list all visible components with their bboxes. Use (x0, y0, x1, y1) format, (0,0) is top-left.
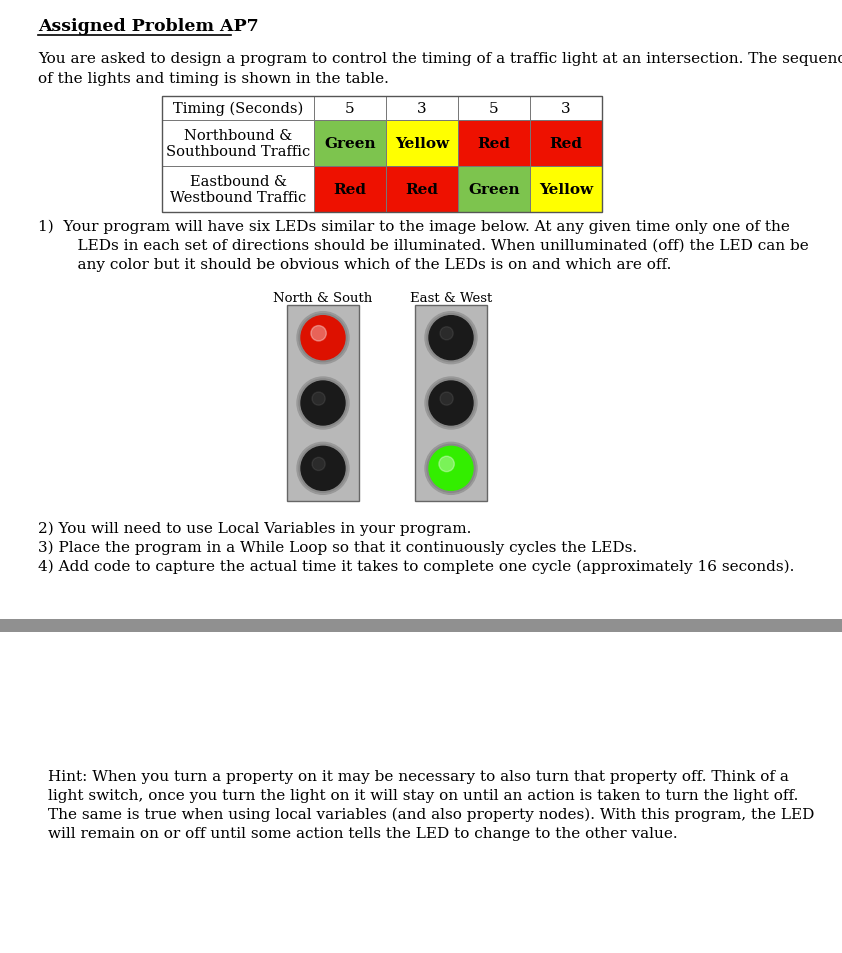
Circle shape (312, 393, 325, 406)
Bar (415, 306, 487, 501)
Text: Northbound &
Southbound Traffic: Northbound & Southbound Traffic (166, 129, 310, 159)
Circle shape (440, 393, 453, 406)
Text: 1)  Your program will have six LEDs similar to the image below. At any given tim: 1) Your program will have six LEDs simil… (38, 220, 790, 234)
Bar (314, 97, 386, 121)
Circle shape (312, 457, 325, 471)
Bar (314, 167, 386, 213)
Text: 4) Add code to capture the actual time it takes to complete one cycle (approxima: 4) Add code to capture the actual time i… (38, 559, 794, 574)
Circle shape (429, 447, 473, 491)
Text: 5: 5 (345, 102, 354, 116)
Bar (386, 167, 458, 213)
Text: Red: Red (477, 137, 510, 151)
Text: The same is true when using local variables (and also property nodes). With this: The same is true when using local variab… (48, 807, 814, 821)
Circle shape (297, 443, 349, 495)
Text: Green: Green (324, 137, 376, 151)
Bar (458, 97, 530, 121)
Circle shape (425, 443, 477, 495)
Text: 5: 5 (489, 102, 498, 116)
Text: 3: 3 (561, 102, 571, 116)
Circle shape (439, 456, 455, 472)
Text: Assigned Problem AP7: Assigned Problem AP7 (38, 18, 258, 35)
Text: of the lights and timing is shown in the table.: of the lights and timing is shown in the… (38, 71, 389, 86)
Text: Timing (Seconds): Timing (Seconds) (173, 102, 303, 116)
Circle shape (429, 316, 473, 360)
Circle shape (427, 445, 475, 493)
Text: East & West: East & West (410, 292, 492, 305)
Circle shape (299, 379, 347, 428)
Text: Green: Green (468, 183, 520, 196)
Text: any color but it should be obvious which of the LEDs is on and which are off.: any color but it should be obvious which… (58, 257, 671, 272)
Circle shape (297, 313, 349, 364)
Bar (530, 97, 602, 121)
Bar (530, 167, 602, 213)
Bar (162, 167, 314, 213)
Bar (386, 97, 458, 121)
Circle shape (297, 377, 349, 430)
Circle shape (301, 381, 345, 426)
Circle shape (299, 314, 347, 362)
Circle shape (299, 445, 347, 493)
Text: Red: Red (333, 183, 366, 196)
Text: 3) Place the program in a While Loop so that it continuously cycles the LEDs.: 3) Place the program in a While Loop so … (38, 540, 637, 555)
Bar (458, 167, 530, 213)
Text: Yellow: Yellow (539, 183, 593, 196)
Text: Red: Red (550, 137, 583, 151)
Text: Yellow: Yellow (395, 137, 449, 151)
Bar (162, 121, 314, 167)
Bar (162, 97, 314, 121)
Bar (458, 121, 530, 167)
Bar (287, 306, 359, 501)
Text: LEDs in each set of directions should be illuminated. When unilluminated (off) t: LEDs in each set of directions should be… (58, 239, 809, 253)
Circle shape (429, 381, 473, 426)
Text: North & South: North & South (274, 292, 373, 305)
Text: Eastbound &
Westbound Traffic: Eastbound & Westbound Traffic (170, 174, 306, 205)
Circle shape (301, 316, 345, 360)
Bar (162, 97, 602, 213)
Bar (386, 121, 458, 167)
Circle shape (427, 314, 475, 362)
Text: You are asked to design a program to control the timing of a traffic light at an: You are asked to design a program to con… (38, 52, 842, 66)
Text: Hint: When you turn a property on it may be necessary to also turn that property: Hint: When you turn a property on it may… (48, 769, 789, 783)
Circle shape (301, 447, 345, 491)
Text: 2) You will need to use Local Variables in your program.: 2) You will need to use Local Variables … (38, 521, 472, 536)
Text: 3: 3 (417, 102, 427, 116)
Bar (314, 121, 386, 167)
Text: will remain on or off until some action tells the LED to change to the other val: will remain on or off until some action … (48, 826, 678, 841)
Circle shape (440, 327, 453, 340)
Bar (0, 619, 842, 633)
Circle shape (425, 377, 477, 430)
Circle shape (311, 326, 327, 341)
Text: light switch, once you turn the light on it will stay on until an action is take: light switch, once you turn the light on… (48, 788, 798, 802)
Circle shape (425, 313, 477, 364)
Text: Red: Red (406, 183, 439, 196)
Bar (530, 121, 602, 167)
Circle shape (427, 379, 475, 428)
